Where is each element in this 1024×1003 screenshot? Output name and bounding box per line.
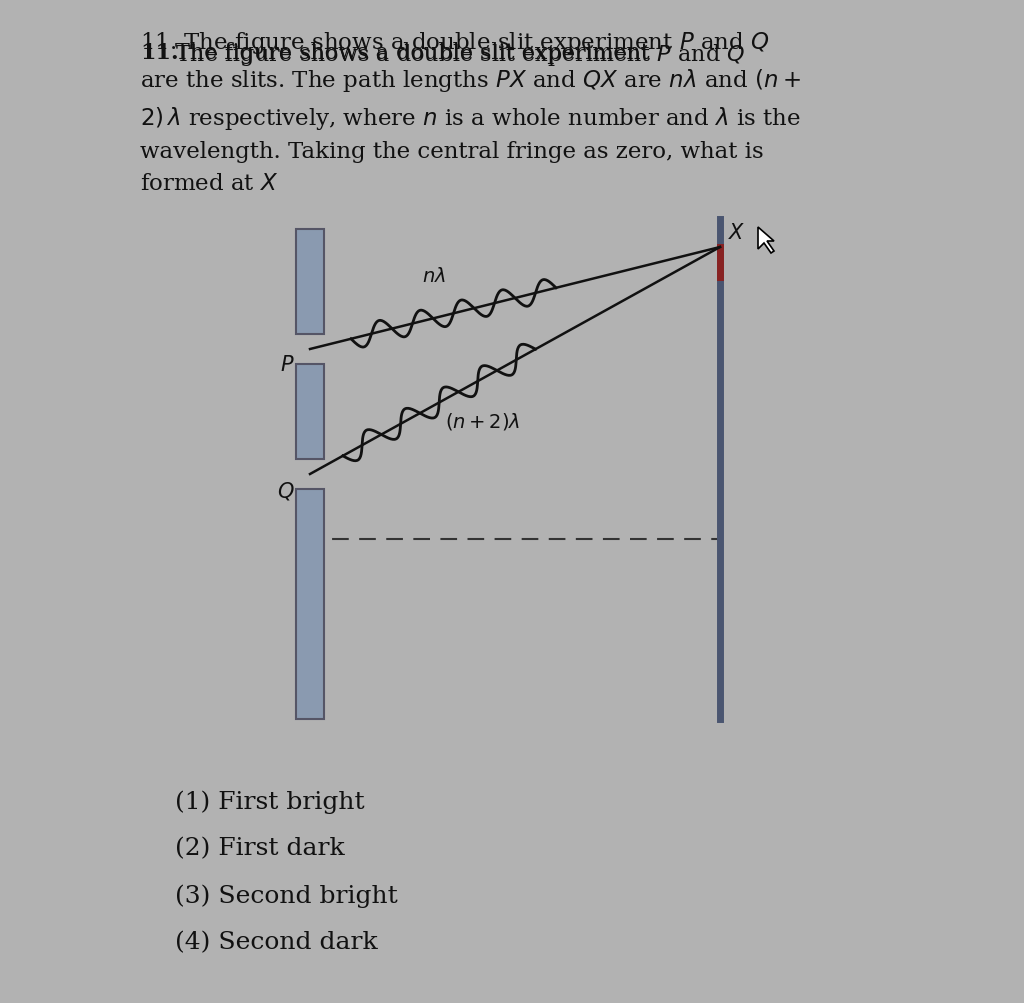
Polygon shape xyxy=(758,228,774,254)
Text: (3) Second bright: (3) Second bright xyxy=(175,883,397,907)
Text: The figure shows a double slit experiment: The figure shows a double slit experimen… xyxy=(175,42,649,64)
Text: (2) First dark: (2) First dark xyxy=(175,837,345,860)
Text: $Q$: $Q$ xyxy=(278,479,295,502)
Text: 11.: 11. xyxy=(140,42,178,64)
Text: $(n+2)\lambda$: $(n+2)\lambda$ xyxy=(444,410,520,431)
Text: (1) First bright: (1) First bright xyxy=(175,789,365,812)
Text: $n\lambda$: $n\lambda$ xyxy=(422,267,445,286)
Text: $X$: $X$ xyxy=(728,223,745,243)
Text: (4) Second dark: (4) Second dark xyxy=(175,930,378,953)
Text: 11. The figure shows a double slit experiment $P$ and $Q$
are the slits. The pat: 11. The figure shows a double slit exper… xyxy=(140,30,801,195)
FancyBboxPatch shape xyxy=(296,230,324,335)
Text: $P$: $P$ xyxy=(281,355,295,375)
FancyBboxPatch shape xyxy=(296,365,324,459)
FancyBboxPatch shape xyxy=(296,489,324,719)
Text: The figure shows a double slit experiment $P$ and $Q$: The figure shows a double slit experimen… xyxy=(175,42,745,68)
